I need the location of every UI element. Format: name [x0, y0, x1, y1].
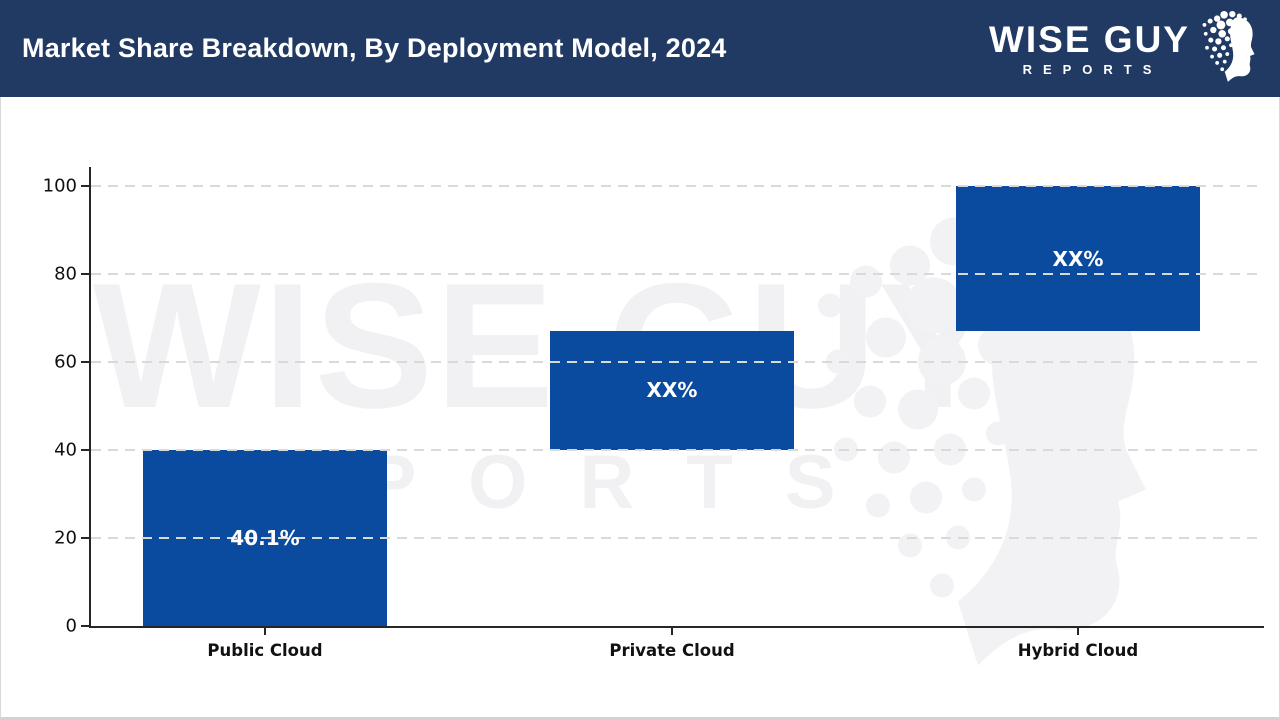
brand-subname: REPORTS: [1022, 62, 1163, 77]
brand-name: WISE GUY: [988, 19, 1190, 60]
chart-body: WISE GUY REPORTS 0 20 40 60 80 1: [0, 97, 1280, 720]
y-tick-label: 40: [54, 439, 77, 461]
bar-private-cloud: [550, 331, 794, 450]
x-tick-mark: [264, 628, 266, 635]
watermark-brand-text: WISE GUY: [93, 246, 1000, 445]
page-title: Market Share Breakdown, By Deployment Mo…: [22, 33, 727, 63]
gridline-y-80: [91, 273, 1263, 275]
y-tick-label: 100: [42, 175, 77, 197]
brand-logo: WISE GUY REPORTS: [989, 10, 1258, 87]
category-label-private-cloud: Private Cloud: [609, 641, 735, 660]
category-label-hybrid-cloud: Hybrid Cloud: [1017, 641, 1139, 660]
header-bar: Market Share Breakdown, By Deployment Mo…: [0, 0, 1280, 97]
y-tick-label: 60: [54, 351, 77, 373]
gridline-y-100: [91, 185, 1263, 187]
y-tick-mark: [81, 449, 89, 451]
gridline-y-40: [91, 449, 1263, 451]
y-tick-mark: [81, 361, 89, 363]
y-tick-mark: [81, 625, 89, 627]
y-tick-label: 0: [65, 615, 77, 637]
gridline-y-60: [91, 361, 1263, 363]
y-tick-label: 80: [54, 263, 77, 285]
chart-area: WISE GUY REPORTS 0 20 40 60 80 1: [1, 97, 1279, 717]
y-tick-mark: [81, 537, 89, 539]
bar-value-label: XX%: [1052, 246, 1104, 271]
bar-hybrid-cloud: [956, 186, 1200, 332]
x-axis-line: [89, 626, 1264, 628]
x-tick-mark: [671, 628, 673, 635]
bar-value-label: XX%: [646, 378, 698, 403]
gridline-y-20: [91, 537, 1263, 539]
y-axis-line: [89, 167, 91, 628]
y-tick-mark: [81, 273, 89, 275]
bar-value-label: 40.1%: [230, 525, 300, 550]
brand-logo-text: WISE GUY REPORTS: [989, 21, 1190, 76]
category-label-public-cloud: Public Cloud: [207, 641, 323, 660]
x-tick-mark: [1077, 628, 1079, 635]
y-tick-label: 20: [54, 527, 77, 549]
dotted-head-icon: [1202, 10, 1255, 82]
y-tick-mark: [81, 185, 89, 187]
